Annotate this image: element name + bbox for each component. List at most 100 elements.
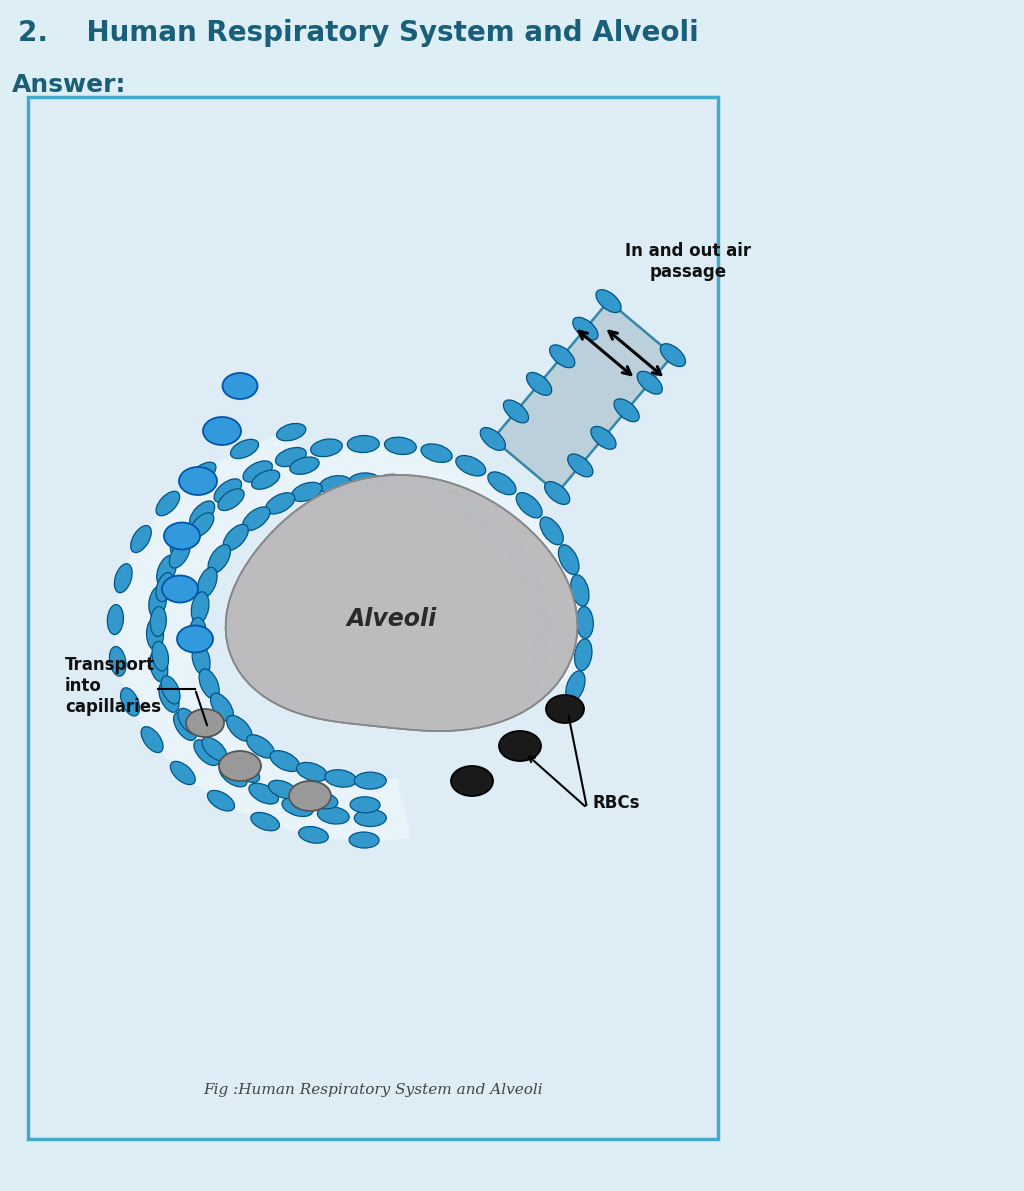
Ellipse shape [349,833,379,848]
Ellipse shape [214,479,242,503]
Ellipse shape [534,609,550,640]
Ellipse shape [208,544,230,573]
Ellipse shape [232,762,260,782]
Ellipse shape [451,766,493,796]
Ellipse shape [218,488,244,511]
Ellipse shape [317,806,349,824]
Ellipse shape [499,731,541,761]
Ellipse shape [546,696,584,723]
Text: Alveoli: Alveoli [347,607,437,631]
Ellipse shape [572,317,598,341]
Ellipse shape [270,750,300,772]
Ellipse shape [325,769,356,787]
Ellipse shape [570,575,589,606]
Ellipse shape [199,669,219,699]
Ellipse shape [208,791,234,811]
Ellipse shape [275,448,306,467]
Ellipse shape [504,400,528,423]
Ellipse shape [115,563,132,593]
Ellipse shape [202,737,226,761]
Ellipse shape [169,541,189,568]
Ellipse shape [289,781,331,811]
Ellipse shape [319,475,351,493]
Ellipse shape [660,344,685,367]
Ellipse shape [282,798,313,817]
Ellipse shape [162,575,198,603]
Ellipse shape [108,605,124,635]
Ellipse shape [299,827,329,843]
Ellipse shape [487,472,516,494]
Ellipse shape [152,642,169,671]
Ellipse shape [219,752,261,781]
Polygon shape [115,432,410,840]
Ellipse shape [379,474,411,492]
Ellipse shape [596,289,622,312]
Ellipse shape [591,426,616,449]
Ellipse shape [504,537,527,565]
Ellipse shape [190,513,214,537]
Ellipse shape [110,647,126,676]
Ellipse shape [531,634,549,666]
Ellipse shape [156,491,179,516]
Ellipse shape [567,454,593,476]
Ellipse shape [251,812,280,831]
Ellipse shape [347,436,379,453]
Ellipse shape [170,526,193,555]
Ellipse shape [156,573,174,601]
Ellipse shape [421,444,453,462]
Ellipse shape [243,461,272,482]
Ellipse shape [243,507,270,531]
Ellipse shape [191,592,209,623]
Text: RBCs: RBCs [592,794,640,812]
Ellipse shape [252,470,280,490]
Ellipse shape [194,740,219,766]
Ellipse shape [219,763,247,787]
Ellipse shape [545,481,569,505]
Ellipse shape [174,712,197,741]
Ellipse shape [177,625,213,653]
Ellipse shape [290,457,319,474]
Ellipse shape [558,544,579,574]
Ellipse shape [354,810,386,827]
Text: 2.    Human Respiratory System and Alveoli: 2. Human Respiratory System and Alveoli [18,19,698,46]
Ellipse shape [456,455,485,476]
Ellipse shape [157,555,176,586]
Ellipse shape [268,780,297,799]
Polygon shape [225,475,578,731]
Ellipse shape [276,424,306,441]
Text: Transport
into
capillaries: Transport into capillaries [65,656,161,716]
Ellipse shape [408,480,439,498]
Ellipse shape [637,372,663,394]
Ellipse shape [211,693,233,722]
Ellipse shape [223,524,248,550]
Ellipse shape [131,525,152,553]
Ellipse shape [141,727,163,753]
Polygon shape [493,301,673,493]
Ellipse shape [540,517,563,544]
Ellipse shape [186,709,224,737]
Ellipse shape [516,493,542,518]
Ellipse shape [614,399,639,422]
Ellipse shape [297,762,328,781]
Ellipse shape [354,772,386,790]
Ellipse shape [189,617,207,649]
Text: Fig :Human Respiratory System and Alveoli: Fig :Human Respiratory System and Alveol… [203,1083,543,1097]
Ellipse shape [179,467,217,495]
Ellipse shape [189,462,216,484]
Ellipse shape [384,437,417,455]
Ellipse shape [151,606,166,636]
Ellipse shape [526,373,552,395]
Ellipse shape [350,797,380,812]
Ellipse shape [161,675,180,704]
Ellipse shape [230,439,258,459]
Ellipse shape [348,473,381,490]
Ellipse shape [170,761,196,785]
Ellipse shape [249,784,279,804]
FancyBboxPatch shape [28,96,718,1139]
Ellipse shape [435,488,466,509]
Ellipse shape [484,518,510,543]
Text: In and out air
passage: In and out air passage [625,242,751,281]
Ellipse shape [577,606,593,638]
Ellipse shape [524,660,544,691]
Ellipse shape [226,716,252,741]
